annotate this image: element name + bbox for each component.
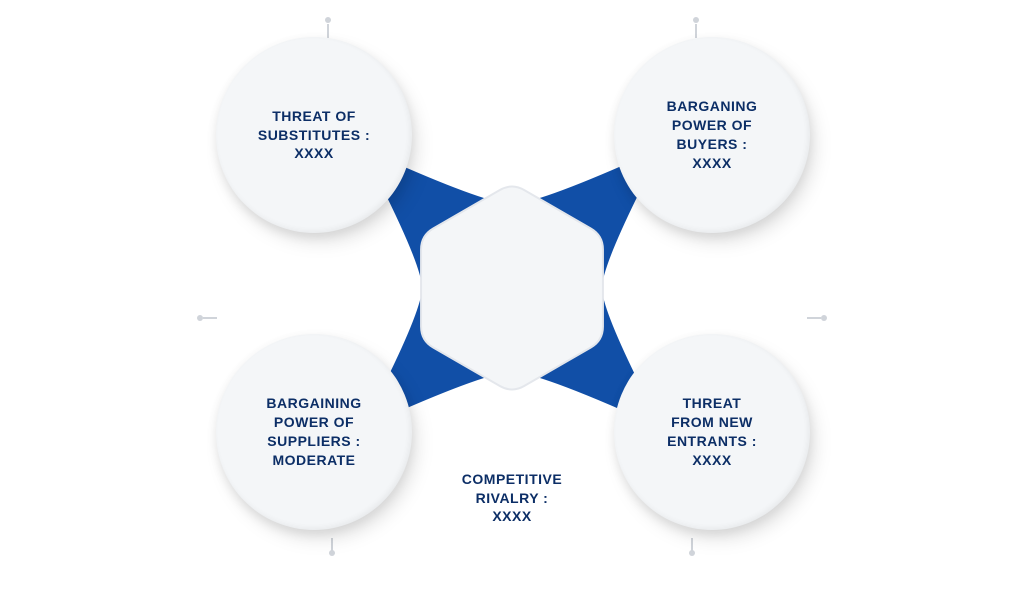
force-suppliers: BARGAINING POWER OF SUPPLIERS : MODERATE — [216, 334, 412, 530]
five-forces-diagram: COMPETITIVE RIVALRY : XXXX THREAT OF SUB… — [0, 0, 1024, 576]
decor-tick — [691, 538, 693, 552]
decor-dot — [325, 17, 331, 23]
decor-tick — [331, 538, 333, 552]
force-substitutes: THREAT OF SUBSTITUTES : XXXX — [216, 37, 412, 233]
force-new-entrants: THREAT FROM NEW ENTRANTS : XXXX — [614, 334, 810, 530]
decor-tick — [327, 24, 329, 38]
decor-tick — [695, 24, 697, 38]
force-buyers: BARGANING POWER OF BUYERS : XXXX — [614, 37, 810, 233]
decor-tick — [807, 317, 821, 319]
force-label-substitutes: THREAT OF SUBSTITUTES : XXXX — [240, 107, 388, 164]
decor-dot — [821, 315, 827, 321]
force-label-suppliers: BARGAINING POWER OF SUPPLIERS : MODERATE — [248, 394, 379, 470]
center-hexagon: COMPETITIVE RIVALRY : XXXX — [407, 183, 617, 393]
decor-tick — [203, 317, 217, 319]
force-label-new-entrants: THREAT FROM NEW ENTRANTS : XXXX — [649, 394, 775, 470]
force-label-buyers: BARGANING POWER OF BUYERS : XXXX — [649, 97, 776, 173]
center-label: COMPETITIVE RIVALRY : XXXX — [407, 393, 617, 603]
decor-dot — [693, 17, 699, 23]
